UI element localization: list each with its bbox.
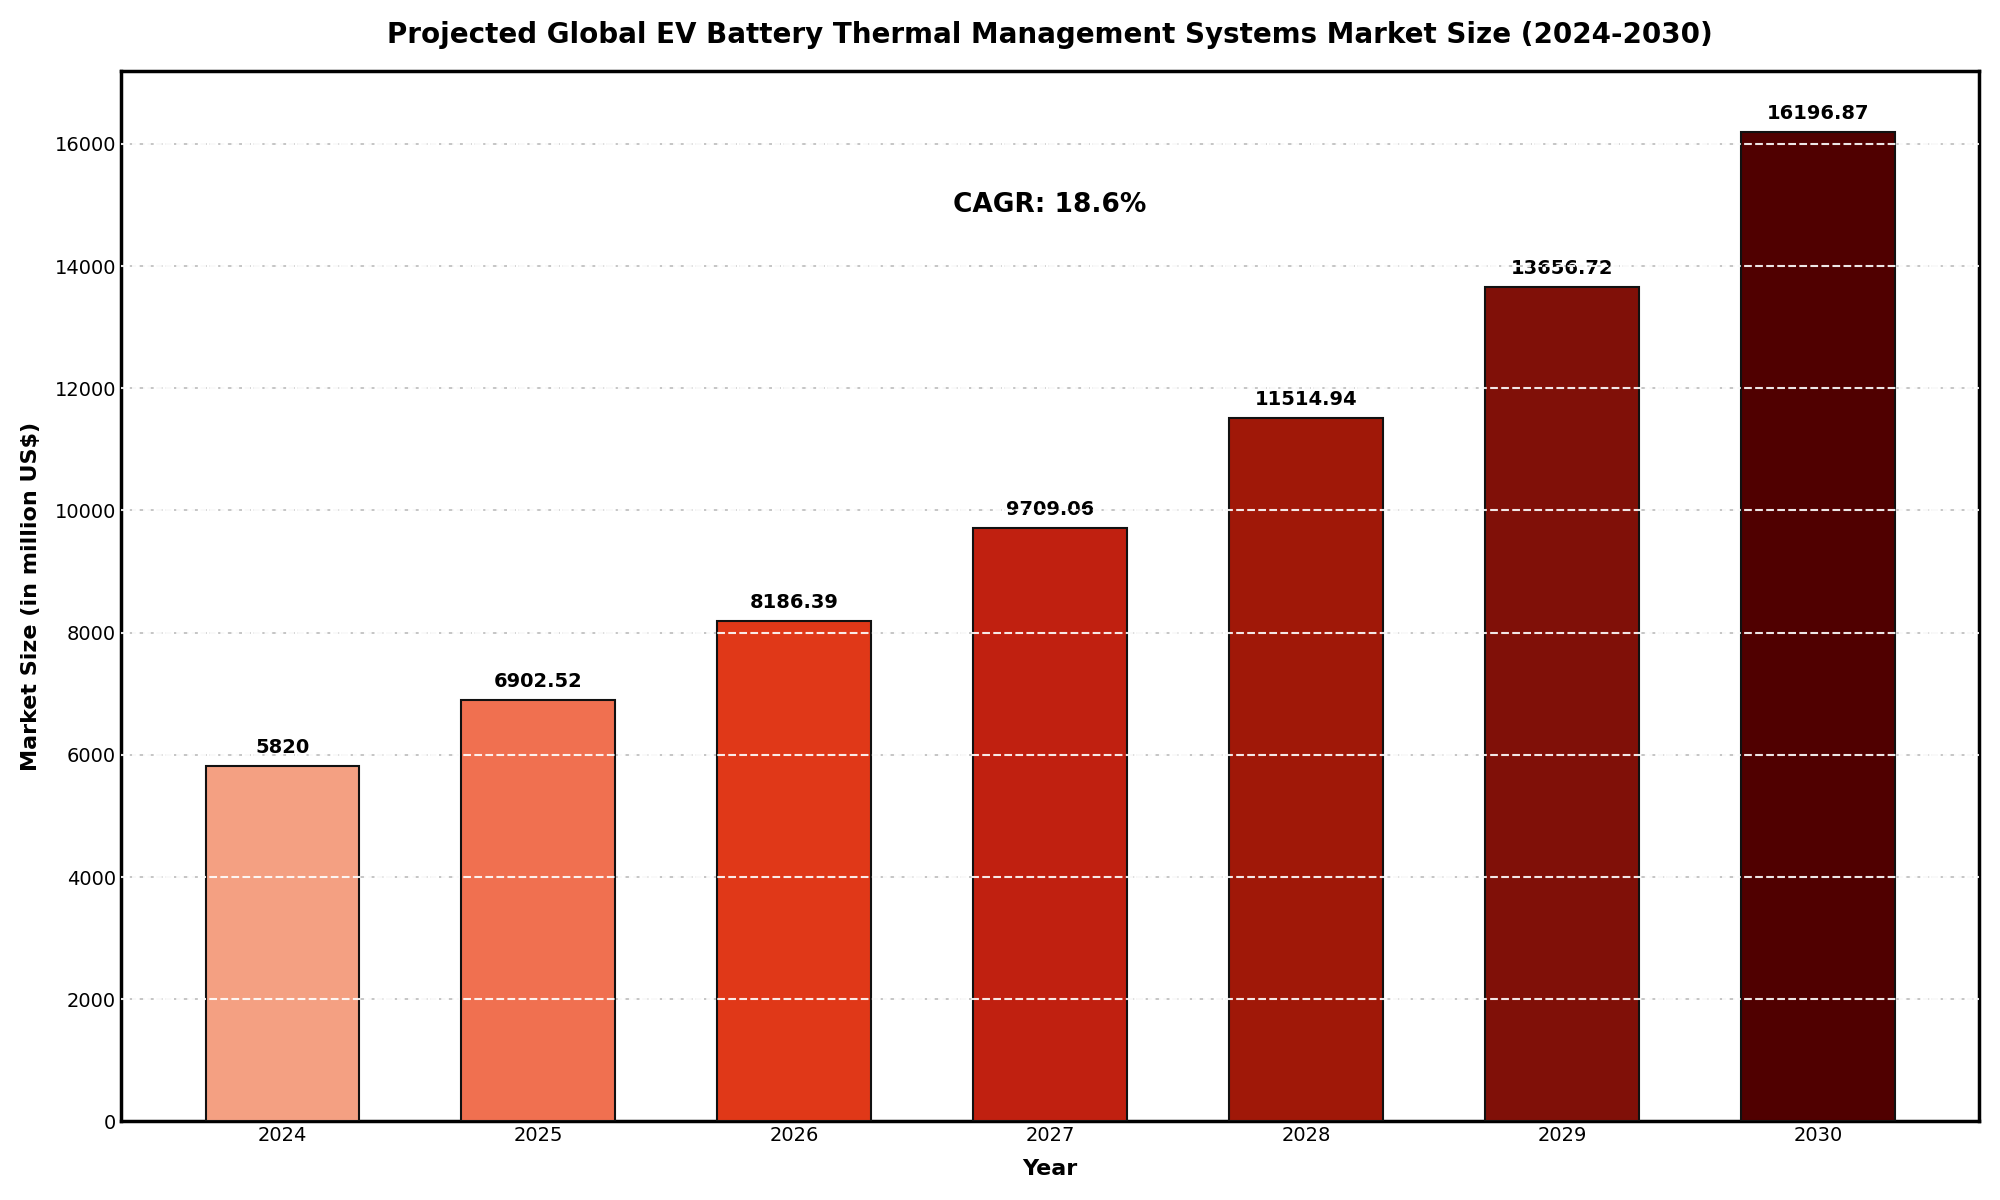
Text: 11514.94: 11514.94: [1254, 390, 1358, 409]
Y-axis label: Market Size (in million US$): Market Size (in million US$): [20, 421, 40, 770]
Bar: [462, 700, 616, 1122]
Bar: [974, 528, 1126, 1122]
X-axis label: Year: Year: [1022, 1159, 1078, 1180]
Bar: [718, 622, 870, 1122]
Text: 6902.52: 6902.52: [494, 672, 582, 690]
Bar: [206, 766, 360, 1122]
Text: 8186.39: 8186.39: [750, 593, 838, 612]
Bar: [1230, 418, 1382, 1122]
Text: 13656.72: 13656.72: [1510, 259, 1614, 278]
Text: CAGR: 18.6%: CAGR: 18.6%: [954, 192, 1146, 218]
Text: 5820: 5820: [256, 738, 310, 757]
Text: 9709.06: 9709.06: [1006, 500, 1094, 520]
Title: Projected Global EV Battery Thermal Management Systems Market Size (2024-2030): Projected Global EV Battery Thermal Mana…: [388, 20, 1712, 49]
Text: 16196.87: 16196.87: [1766, 103, 1870, 122]
Bar: [1742, 132, 1894, 1122]
Bar: [1486, 287, 1638, 1122]
